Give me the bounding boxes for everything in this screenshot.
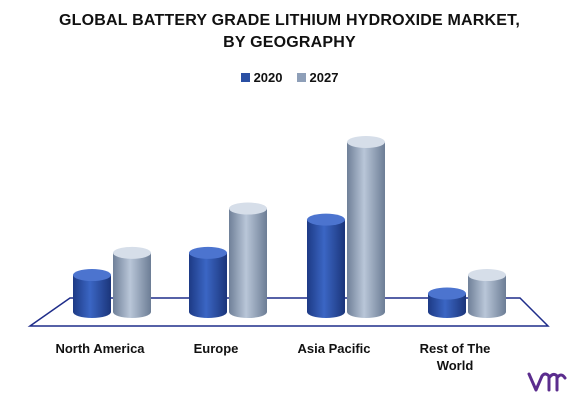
chart-title-line2: BY GEOGRAPHY [223,34,356,51]
legend-item-2027: 2027 [296,70,339,85]
x-tick-label: Asia Pacific [298,341,371,356]
bar-2020-europe [189,246,227,318]
x-tick-label: Europe [194,341,239,356]
chart-title: GLOBAL BATTERY GRADE LITHIUM HYDROXIDE M… [0,10,579,54]
bar-2020-asia-pacific [307,213,345,318]
vmr-logo-icon [527,372,567,392]
bar-body [428,293,466,318]
bar-2027-rest-of-the-world [468,269,506,318]
legend-swatch-2020 [240,73,250,82]
bar-2020-north-america [73,269,111,318]
x-tick-label: Rest of The World [420,341,491,373]
bar-2020-rest-of-the-world [428,287,466,318]
legend-label-2027: 2027 [309,70,339,85]
bar-body [307,219,345,318]
bar-top [113,246,151,259]
chart-legend: 2020 2027 [0,70,579,85]
legend-item-2020: 2020 [240,70,283,85]
legend-label-2020: 2020 [253,70,283,85]
bar-body [229,208,267,318]
bar-top [428,287,466,300]
bar-top [307,213,345,226]
chart-title-line1: GLOBAL BATTERY GRADE LITHIUM HYDROXIDE M… [58,12,521,29]
bar-2027-europe [229,202,267,318]
bar-top [468,269,506,282]
bar-top [347,136,385,148]
bar-2027-north-america [113,246,151,318]
bar-body [468,275,506,318]
x-tick-label: North America [55,341,145,356]
bar-body [113,252,151,318]
bar-body [189,252,227,318]
bar-top [73,269,111,282]
bar-2027-asia-pacific [347,136,385,318]
bar-body [73,275,111,318]
bar-body [347,142,385,318]
bar-top [229,202,267,215]
x-axis-labels: North America Europe Asia Pacific Rest of T… [55,341,490,373]
chart-floor [27,297,550,327]
bars-group [73,136,506,318]
legend-swatch-2027 [296,73,306,82]
bar-top [189,246,227,259]
